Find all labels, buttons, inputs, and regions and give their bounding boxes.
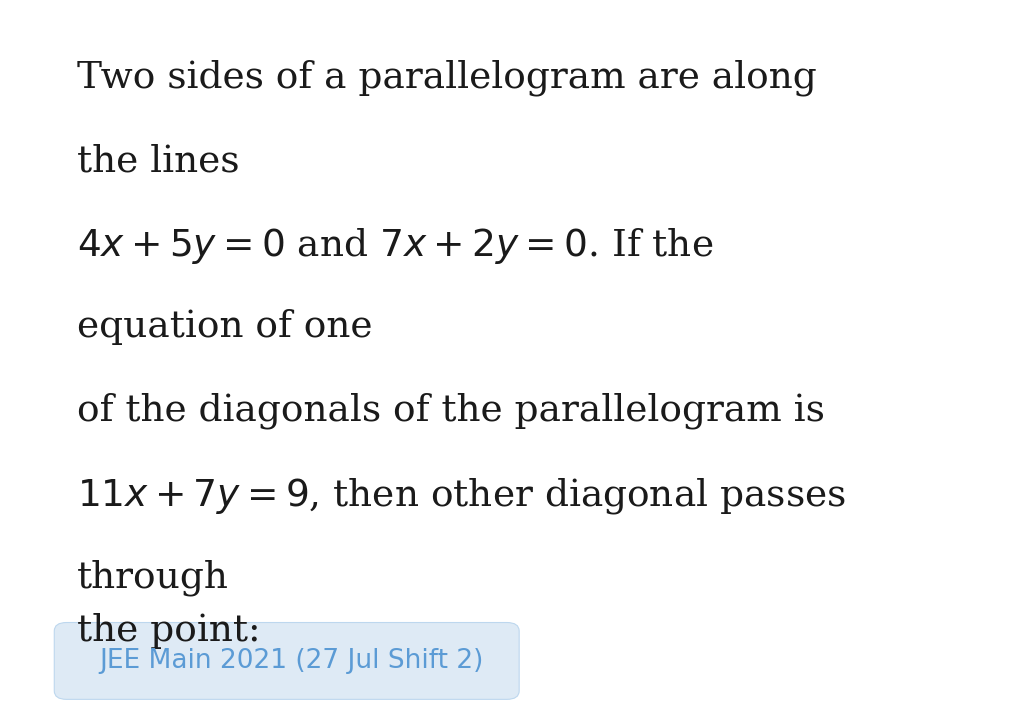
Text: equation of one: equation of one <box>77 309 373 345</box>
Text: JEE Main 2021 (27 Jul Shift 2): JEE Main 2021 (27 Jul Shift 2) <box>99 649 484 674</box>
Text: the point:: the point: <box>77 613 260 649</box>
Text: through: through <box>77 559 228 596</box>
Text: of the diagonals of the parallelogram is: of the diagonals of the parallelogram is <box>77 393 824 429</box>
Text: Two sides of a parallelogram are along: Two sides of a parallelogram are along <box>77 60 816 97</box>
Text: $4x + 5y = 0$ and $7x + 2y = 0$. If the: $4x + 5y = 0$ and $7x + 2y = 0$. If the <box>77 226 713 266</box>
Text: the lines: the lines <box>77 143 240 179</box>
FancyBboxPatch shape <box>54 623 519 699</box>
Text: $11x + 7y = 9$, then other diagonal passes: $11x + 7y = 9$, then other diagonal pass… <box>77 476 846 516</box>
